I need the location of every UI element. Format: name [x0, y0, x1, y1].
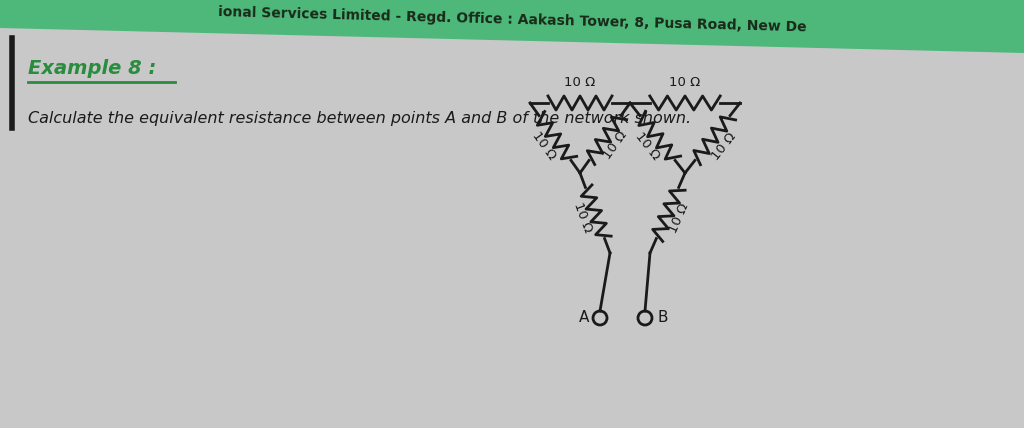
Text: 10 Ω: 10 Ω	[601, 129, 630, 162]
Text: 10 Ω: 10 Ω	[571, 201, 594, 235]
Text: ional Services Limited - Regd. Office : Aakash Tower, 8, Pusa Road, New De: ional Services Limited - Regd. Office : …	[218, 5, 806, 35]
Text: 10 Ω: 10 Ω	[709, 131, 738, 163]
Text: 10 Ω: 10 Ω	[670, 76, 700, 89]
Text: B: B	[657, 310, 669, 326]
Text: A: A	[579, 310, 589, 326]
Polygon shape	[0, 0, 1024, 53]
Text: Example 8 :: Example 8 :	[28, 59, 157, 77]
Text: 10 Ω: 10 Ω	[668, 201, 691, 235]
Text: 10 Ω: 10 Ω	[633, 130, 663, 162]
Text: Calculate the equivalent resistance between points A and B of the network shown.: Calculate the equivalent resistance betw…	[28, 110, 691, 125]
Text: 10 Ω: 10 Ω	[529, 130, 558, 163]
Text: 10 Ω: 10 Ω	[564, 76, 596, 89]
